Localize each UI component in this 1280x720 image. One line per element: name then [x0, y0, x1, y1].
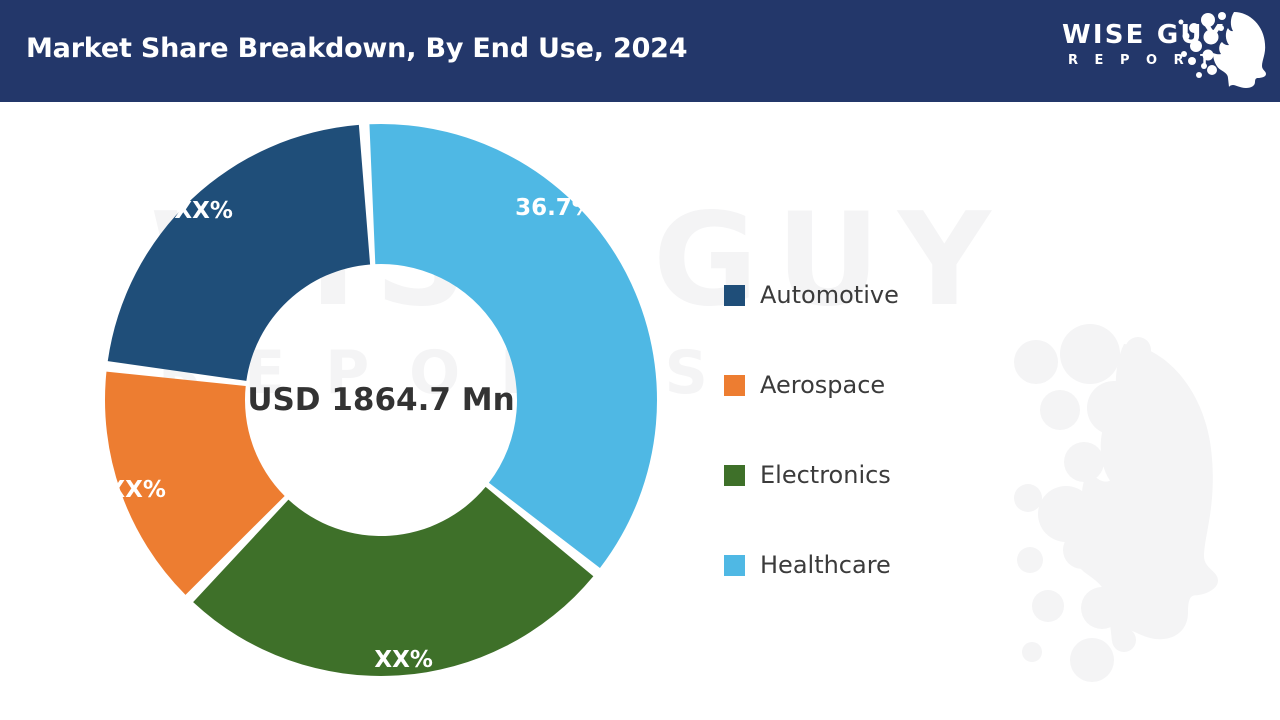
- legend-label: Aerospace: [760, 371, 886, 399]
- slice-label-healthcare: 36.7%: [515, 195, 595, 221]
- chart-legend: Automotive Aerospace Electronics Healthcare: [724, 250, 1044, 610]
- slice-label-aerospace: XX%: [107, 477, 166, 503]
- legend-item-aerospace[interactable]: Aerospace: [724, 340, 1044, 430]
- legend-swatch-icon: [724, 464, 745, 486]
- legend-item-automotive[interactable]: Automotive: [724, 250, 1044, 340]
- legend-label: Healthcare: [760, 551, 891, 579]
- slice-label-electronics: XX%: [374, 647, 433, 673]
- dotted-head-profile-icon: [1178, 12, 1266, 88]
- legend-item-electronics[interactable]: Electronics: [724, 430, 1044, 520]
- legend-swatch-icon: [724, 374, 745, 396]
- donut-chart: XX% XX% XX% 36.7% USD 1864.7 Mn: [104, 124, 657, 676]
- legend-swatch-icon: [724, 554, 745, 576]
- page-title: Market Share Breakdown, By End Use, 2024: [26, 33, 688, 64]
- wise-guy-reports-logo[interactable]: WISE GUY R E P O R T S: [1060, 6, 1272, 92]
- donut-center-value: USD 1864.7 Mn: [247, 382, 514, 418]
- logo-subtitle: R E P O R T S: [1068, 53, 1241, 68]
- donut-slice-healthcare[interactable]: [369, 124, 657, 569]
- donut-slice-labels: XX% XX% XX% 36.7%: [107, 195, 594, 673]
- legend-swatch-icon: [724, 284, 745, 306]
- header-bar: Market Share Breakdown, By End Use, 2024: [0, 0, 1280, 102]
- legend-label: Automotive: [760, 281, 899, 309]
- donut-slices: [104, 124, 657, 676]
- legend-label: Electronics: [760, 461, 891, 489]
- logo-wordmark: WISE GUY: [1062, 20, 1225, 50]
- chart-area: WISE GUY REPORTS: [0, 102, 1280, 720]
- donut-slice-automotive[interactable]: [107, 124, 371, 381]
- donut-slice-aerospace[interactable]: [104, 371, 285, 595]
- legend-item-healthcare[interactable]: Healthcare: [724, 520, 1044, 610]
- slice-label-automotive: XX%: [174, 198, 233, 224]
- donut-slice-electronics[interactable]: [193, 486, 594, 676]
